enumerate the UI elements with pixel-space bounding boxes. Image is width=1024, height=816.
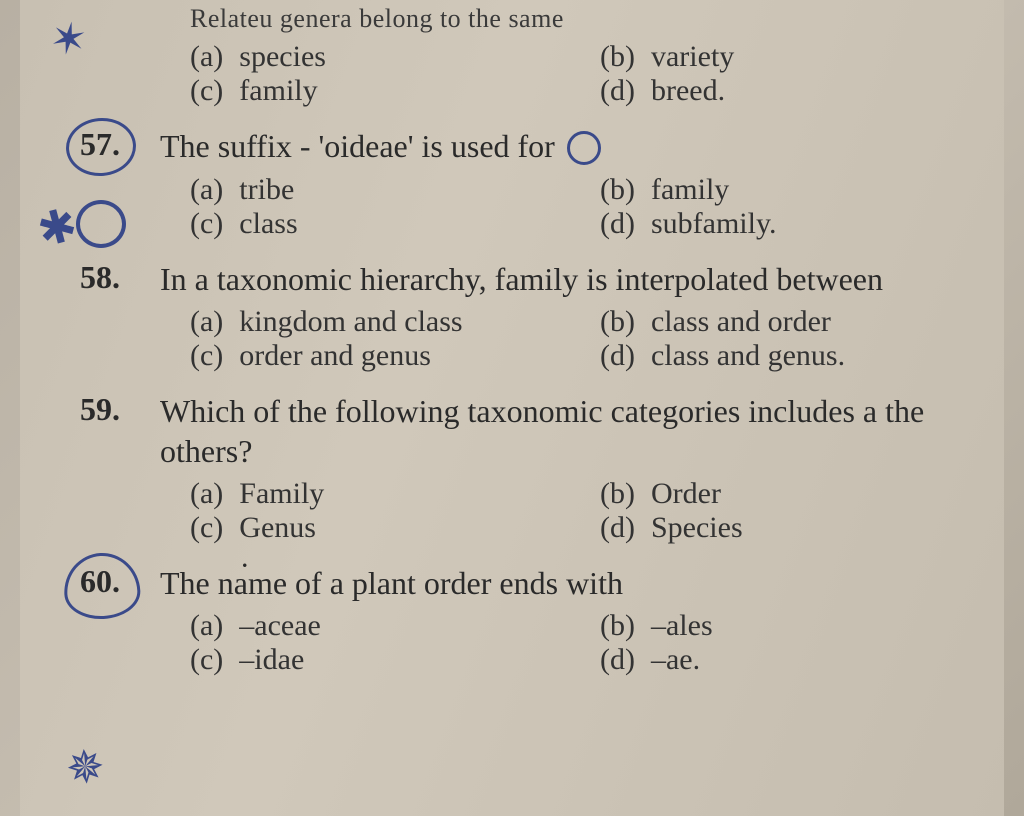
question-56-options: (a) species (b) variety (c) family (d) b… xyxy=(20,40,1004,108)
option-text: order and genus xyxy=(239,339,431,373)
option-text: family xyxy=(651,173,729,207)
option-text: –ales xyxy=(651,609,713,643)
question-number-60: 60. xyxy=(80,563,160,600)
option-60d: (d) –ae. xyxy=(600,643,1004,677)
option-letter: (a) xyxy=(190,40,223,74)
option-letter: (d) xyxy=(600,511,635,545)
option-59a: (a) Family xyxy=(190,477,600,511)
question-text-60: The name of a plant order ends with xyxy=(160,563,1004,603)
option-59b: (b) Order xyxy=(600,477,1004,511)
option-letter: (d) xyxy=(600,643,635,677)
option-text: family xyxy=(239,74,317,108)
option-letter: (a) xyxy=(190,477,223,511)
option-text: species xyxy=(239,40,326,74)
option-letter: (b) xyxy=(600,477,635,511)
question-number-59: 59. xyxy=(80,391,160,428)
option-text: –idae xyxy=(239,643,304,677)
option-57d: (d) subfamily. xyxy=(600,207,1004,241)
option-letter: (a) xyxy=(190,305,223,339)
option-56c: (c) family xyxy=(190,74,600,108)
option-text: Species xyxy=(651,511,743,545)
option-57b: (b) family xyxy=(600,173,1004,207)
option-letter: (d) xyxy=(600,207,635,241)
option-57c: (c) class xyxy=(190,207,600,241)
option-text: class xyxy=(239,207,297,241)
option-letter: (c) xyxy=(190,339,223,373)
option-letter: (b) xyxy=(600,609,635,643)
option-letter: (b) xyxy=(600,305,635,339)
question-stem: The suffix - 'oideae' is used for xyxy=(160,128,555,164)
option-text: Genus xyxy=(239,511,316,545)
option-59d: (d) Species xyxy=(600,511,1004,545)
question-number-57: 57. xyxy=(80,126,160,163)
option-letter: (b) xyxy=(600,40,635,74)
option-text: kingdom and class xyxy=(239,305,462,339)
option-text: Order xyxy=(651,477,721,511)
option-letter: (c) xyxy=(190,74,223,108)
option-text: breed. xyxy=(651,74,725,108)
option-56d: (d) breed. xyxy=(600,74,1004,108)
option-60a: (a) –aceae xyxy=(190,609,600,643)
question-58: 58. In a taxonomic hierarchy, family is … xyxy=(20,259,1004,373)
option-text: Family xyxy=(239,477,324,511)
option-text: class and genus. xyxy=(651,339,845,373)
option-60c: (c) –idae xyxy=(190,643,600,677)
option-text: subfamily. xyxy=(651,207,777,241)
pen-circle-blank xyxy=(567,131,601,165)
option-text: –aceae xyxy=(239,609,321,643)
option-57a: (a) tribe xyxy=(190,173,600,207)
option-letter: (c) xyxy=(190,207,223,241)
option-text: –ae. xyxy=(651,643,700,677)
option-58c: (c) order and genus xyxy=(190,339,600,373)
partial-previous-question: Relateu genera belong to the same xyxy=(20,4,1004,34)
option-letter: (c) xyxy=(190,643,223,677)
option-letter: (d) xyxy=(600,339,635,373)
question-59: 59. Which of the following taxonomic cat… xyxy=(20,391,1004,545)
question-60: 60. The name of a plant order ends with … xyxy=(20,563,1004,677)
option-text: variety xyxy=(651,40,734,74)
question-text-58: In a taxonomic hierarchy, family is inte… xyxy=(160,259,1004,299)
option-58b: (b) class and order xyxy=(600,305,1004,339)
pen-star-mark-60: ✵ xyxy=(64,738,107,795)
question-stem-a-dot: a xyxy=(234,565,248,601)
option-letter: (a) xyxy=(190,609,223,643)
question-text-57: The suffix - 'oideae' is used for xyxy=(160,126,1004,167)
question-number-58: 58. xyxy=(80,259,160,296)
option-letter: (c) xyxy=(190,511,223,545)
option-58d: (d) class and genus. xyxy=(600,339,1004,373)
pen-circle-mark-57 xyxy=(76,200,126,248)
option-59c: (c) Genus xyxy=(190,511,600,545)
option-text: tribe xyxy=(239,173,294,207)
question-57: 57. The suffix - 'oideae' is used for (a… xyxy=(20,126,1004,241)
option-letter: (d) xyxy=(600,74,635,108)
option-letter: (b) xyxy=(600,173,635,207)
option-56a: (a) species xyxy=(190,40,600,74)
option-text: class and order xyxy=(651,305,831,339)
question-stem-suffix: me of a plant order ends with xyxy=(248,565,623,601)
option-56b: (b) variety xyxy=(600,40,1004,74)
option-60b: (b) –ales xyxy=(600,609,1004,643)
option-letter: (a) xyxy=(190,173,223,207)
question-stem-prefix: The n xyxy=(160,565,234,601)
option-58a: (a) kingdom and class xyxy=(190,305,600,339)
question-text-59: Which of the following taxonomic categor… xyxy=(160,391,1004,471)
